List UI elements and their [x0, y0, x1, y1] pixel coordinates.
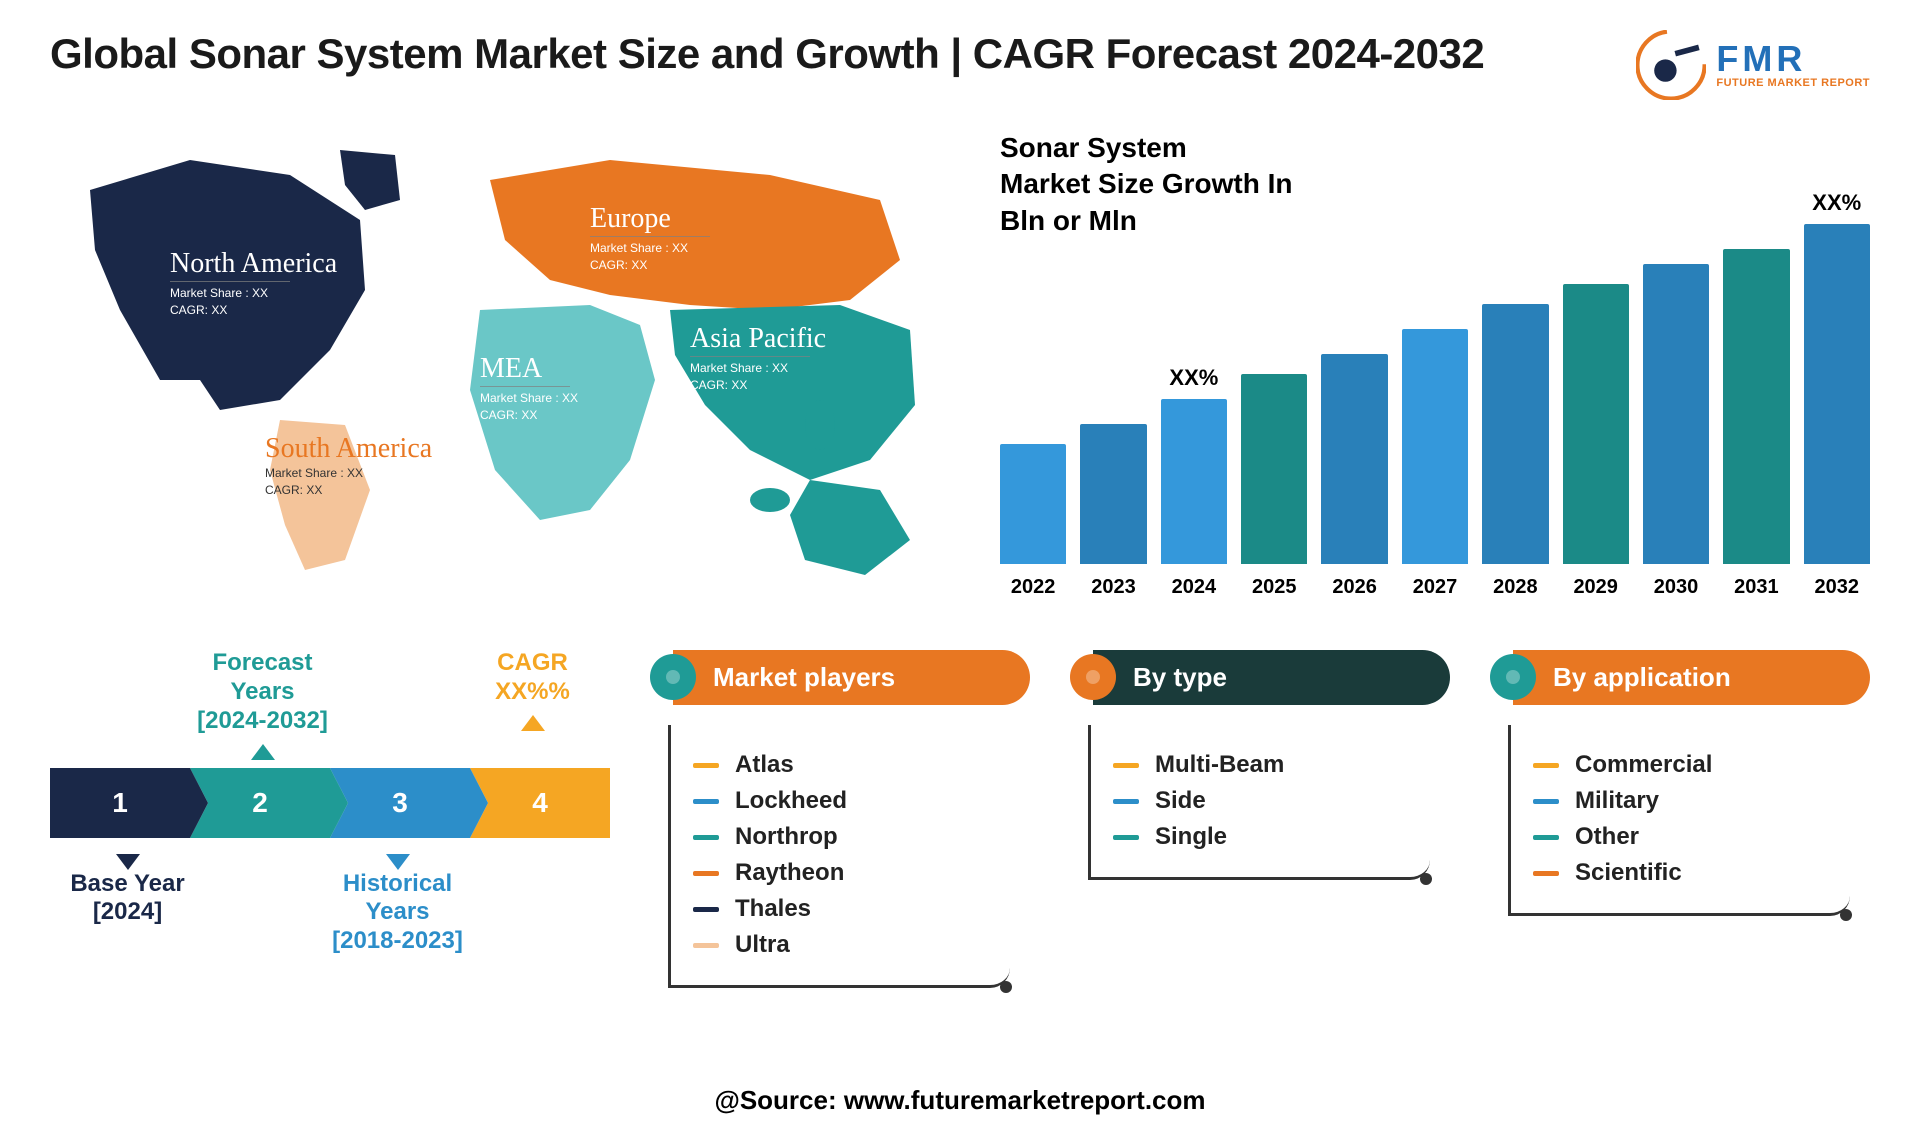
label-mea: MEA Market Share : XXCAGR: XX — [480, 355, 578, 424]
page-title: Global Sonar System Market Size and Grow… — [50, 30, 1484, 78]
seg-title: Market players — [673, 650, 1030, 705]
seg-list: Multi-Beam Side Single — [1088, 725, 1430, 880]
seg-item: Northrop — [693, 823, 1010, 851]
bar-2025: 2025 — [1241, 374, 1307, 599]
tl-seg-3: 3 — [330, 768, 470, 838]
seg-list: Atlas Lockheed Northrop Raytheon Thales … — [668, 725, 1010, 988]
swatch-icon — [693, 907, 719, 912]
tl-label-top-1: Forecast Years[2024-2032] — [195, 649, 330, 759]
seg-item-label: Atlas — [735, 751, 794, 779]
fmr-logo: FMR FUTURE MARKET REPORT — [1636, 30, 1870, 100]
seg-dot-icon — [1070, 654, 1116, 700]
seg-item: Raytheon — [693, 859, 1010, 887]
seg-item-label: Scientific — [1575, 859, 1682, 887]
seg-item-label: Commercial — [1575, 751, 1712, 779]
source-line: @Source: www.futuremarketreport.com — [0, 1085, 1920, 1116]
segment-2: By application Commercial Military Other… — [1490, 649, 1870, 988]
seg-item: Scientific — [1533, 859, 1850, 887]
swatch-icon — [1533, 799, 1559, 804]
swatch-icon — [693, 799, 719, 804]
bar-2030: 2030 — [1643, 264, 1709, 599]
bar-2024: XX% 2024 — [1161, 399, 1227, 599]
swatch-icon — [1533, 835, 1559, 840]
tl-label-bottom-2: Historical Years[2018-2023] — [330, 846, 465, 956]
logo-icon — [1636, 30, 1706, 100]
bar-2023: 2023 — [1080, 424, 1146, 599]
seg-item: Thales — [693, 895, 1010, 923]
seg-item-label: Lockheed — [735, 787, 847, 815]
label-na: North America Market Share : XXCAGR: XX — [170, 250, 337, 319]
seg-item: Ultra — [693, 931, 1010, 959]
seg-item: Commercial — [1533, 751, 1850, 779]
seg-item: Side — [1113, 787, 1430, 815]
bar-2022: 2022 — [1000, 444, 1066, 599]
bar-2026: 2026 — [1321, 354, 1387, 599]
seg-item-label: Other — [1575, 823, 1639, 851]
world-map: North America Market Share : XXCAGR: XX … — [50, 130, 950, 580]
chart-title: Sonar SystemMarket Size Growth InBln or … — [1000, 130, 1870, 239]
seg-item: Single — [1113, 823, 1430, 851]
segment-0: Market players Atlas Lockheed Northrop R… — [650, 649, 1030, 988]
swatch-icon — [1533, 871, 1559, 876]
label-eu: Europe Market Share : XXCAGR: XX — [590, 205, 710, 274]
seg-title: By application — [1513, 650, 1870, 705]
bar-2031: 2031 — [1723, 249, 1789, 599]
logo-text-sub: FUTURE MARKET REPORT — [1716, 77, 1870, 89]
bar-2029: 2029 — [1563, 284, 1629, 599]
tl-label-bottom-0: Base Year[2024] — [60, 846, 195, 956]
seg-item-label: Thales — [735, 895, 811, 923]
swatch-icon — [693, 871, 719, 876]
seg-item-label: Single — [1155, 823, 1227, 851]
seg-dot-icon — [1490, 654, 1536, 700]
seg-item-label: Multi-Beam — [1155, 751, 1284, 779]
bar-2027: 2027 — [1402, 329, 1468, 599]
swatch-icon — [693, 835, 719, 840]
seg-dot-icon — [650, 654, 696, 700]
seg-item: Multi-Beam — [1113, 751, 1430, 779]
bar-2032: XX% 2032 — [1804, 224, 1870, 599]
label-sa: South America Market Share : XXCAGR: XX — [265, 435, 432, 499]
swatch-icon — [1113, 763, 1139, 768]
tl-label-top-3: CAGRXX%% — [465, 649, 600, 759]
timeline: Forecast Years[2024-2032] CAGRXX%% 1234 … — [50, 649, 610, 956]
seg-list: Commercial Military Other Scientific — [1508, 725, 1850, 916]
swatch-icon — [1533, 763, 1559, 768]
swatch-icon — [693, 943, 719, 948]
growth-bar-chart: Sonar SystemMarket Size Growth InBln or … — [980, 130, 1870, 599]
swatch-icon — [693, 763, 719, 768]
seg-item: Lockheed — [693, 787, 1010, 815]
seg-item: Other — [1533, 823, 1850, 851]
tl-seg-4: 4 — [470, 768, 610, 838]
seg-item: Military — [1533, 787, 1850, 815]
segment-1: By type Multi-Beam Side Single — [1070, 649, 1450, 988]
seg-title: By type — [1093, 650, 1450, 705]
seg-item: Atlas — [693, 751, 1010, 779]
logo-text-main: FMR — [1716, 41, 1870, 77]
seg-item-label: Ultra — [735, 931, 790, 959]
tl-seg-1: 1 — [50, 768, 190, 838]
header: Global Sonar System Market Size and Grow… — [50, 30, 1870, 100]
label-apac: Asia Pacific Market Share : XXCAGR: XX — [690, 325, 826, 394]
swatch-icon — [1113, 799, 1139, 804]
seg-item-label: Raytheon — [735, 859, 844, 887]
seg-item-label: Side — [1155, 787, 1206, 815]
bar-2028: 2028 — [1482, 304, 1548, 599]
seg-item-label: Military — [1575, 787, 1659, 815]
swatch-icon — [1113, 835, 1139, 840]
seg-item-label: Northrop — [735, 823, 838, 851]
tl-seg-2: 2 — [190, 768, 330, 838]
